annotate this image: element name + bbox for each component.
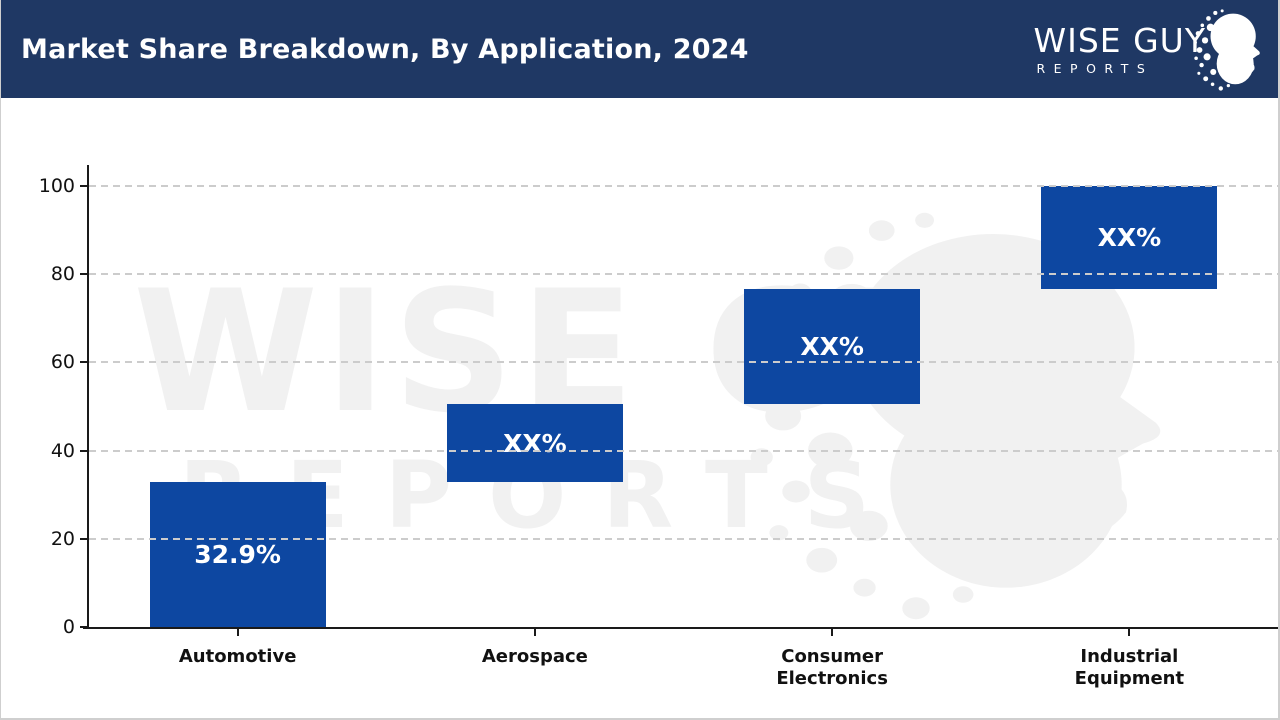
bar-value-label: XX% [503, 428, 567, 458]
bar-value-label: 32.9% [194, 539, 281, 569]
gridline-60 [89, 361, 1278, 364]
category-label-1: Aerospace [481, 646, 588, 667]
y-tick-label-80: 80 [50, 263, 75, 286]
y-axis-line [87, 165, 89, 629]
x-tick-3 [1128, 627, 1131, 636]
y-tick-label-100: 100 [38, 175, 75, 198]
y-tick-20 [80, 537, 89, 540]
page-title: Market Share Breakdown, By Application, … [21, 33, 749, 65]
dotted-head-logo-icon [1193, 9, 1260, 91]
header-bar: Market Share Breakdown, By Application, … [1, 0, 1278, 98]
x-tick-0 [236, 627, 239, 636]
y-tick-40 [80, 449, 89, 452]
brand-subname: REPORTS [1036, 61, 1154, 77]
x-axis-line [83, 627, 1278, 629]
category-label-2: Consumer Electronics [776, 646, 888, 689]
x-tick-2 [831, 627, 834, 636]
gridline-80 [89, 273, 1278, 276]
brand-name: WISE GUY [1033, 20, 1206, 60]
y-tick-label-40: 40 [50, 439, 75, 462]
gridline-40 [89, 449, 1278, 452]
bar-value-label: XX% [1097, 223, 1162, 252]
brand-logo: WISE GUY REPORTS [1033, 7, 1264, 93]
chart-area: WISE GUY REPORTS 0 20 40 60 80 100 32.9% XX% XX%… [1, 98, 1278, 718]
category-label-0: Automotive [178, 646, 297, 667]
bar-aerospace: XX% [446, 404, 623, 482]
brand-logo-text: WISE GUY REPORTS [1033, 20, 1206, 77]
x-tick-1 [533, 627, 536, 636]
bar-automotive: 32.9% [149, 481, 326, 627]
category-label-3: Industrial Equipment [1074, 646, 1185, 689]
y-tick-0 [80, 626, 89, 628]
gridline-100 [89, 185, 1278, 188]
gridline-20 [89, 537, 1278, 540]
bar-consumer-electronics: XX% [744, 288, 921, 405]
plot-area: 0 20 40 60 80 100 32.9% XX% XX% XX% Automotive Aero… [39, 165, 1278, 689]
y-tick-60 [80, 361, 89, 364]
bar-industrial-equipment: XX% [1041, 186, 1218, 289]
y-tick-label-20: 20 [50, 527, 75, 550]
y-tick-100 [80, 185, 89, 188]
y-tick-label-60: 60 [50, 351, 75, 374]
y-tick-label-0: 0 [62, 616, 75, 638]
y-tick-80 [80, 273, 89, 276]
bar-value-label: XX% [800, 332, 864, 362]
